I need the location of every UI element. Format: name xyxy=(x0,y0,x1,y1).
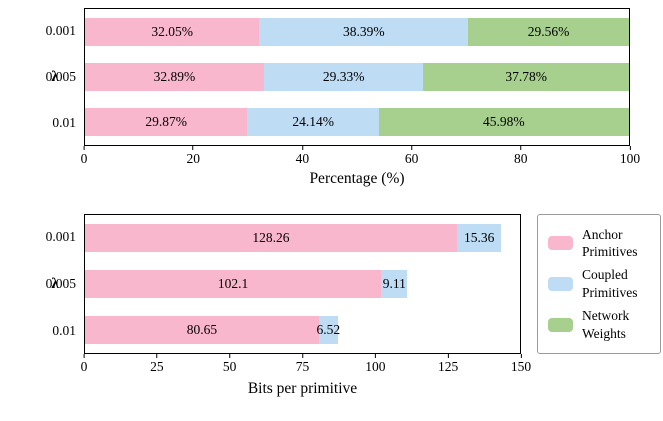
x-tick-label: 125 xyxy=(438,359,459,374)
bar-row: 29.87% 24.14% 45.98% xyxy=(85,108,629,137)
bar-segment: 15.36 xyxy=(456,224,502,252)
x-tick-label: 0 xyxy=(80,359,88,374)
x-tick: 40 xyxy=(295,146,310,167)
plot-area: 128.26 15.36 102.1 9.11 80.65 6.52 xyxy=(84,214,521,354)
x-tick-label: 20 xyxy=(186,151,200,166)
y-axis-label-wrap: λ xyxy=(46,8,64,146)
bar-row: 80.65 6.52 xyxy=(85,316,520,344)
bar-segment: 9.11 xyxy=(381,270,408,298)
y-axis-label-wrap: λ xyxy=(46,214,64,354)
x-tick: 80 xyxy=(514,146,528,167)
bar-segment: 102.1 xyxy=(85,270,382,298)
bar-segment: 29.56% xyxy=(468,17,629,46)
tick-mark xyxy=(302,354,303,358)
x-tick: 125 xyxy=(438,354,458,375)
legend-entries: Anchor Primitives Coupled Primitives Netwo… xyxy=(548,223,650,345)
x-tick: 0 xyxy=(80,354,88,375)
tick-mark xyxy=(229,354,231,358)
bar-segment: 38.39% xyxy=(259,17,469,46)
x-tick: 100 xyxy=(365,354,385,375)
tick-mark xyxy=(83,146,85,150)
bar-row: 128.26 15.36 xyxy=(85,224,520,252)
x-tick-label: 75 xyxy=(295,359,310,374)
x-ticks: 0 25 50 75 100 125 150 xyxy=(80,354,531,378)
legend-label: Network Weights xyxy=(582,308,630,341)
x-tick-label: 150 xyxy=(510,359,532,374)
bar-segment: 6.52 xyxy=(317,316,340,344)
x-tick-label: 50 xyxy=(222,359,237,374)
legend-entry: Coupled Primitives xyxy=(548,266,650,301)
bar-segment: 24.14% xyxy=(247,108,379,137)
tick-mark xyxy=(520,146,522,150)
bar-segment: 37.78% xyxy=(423,62,629,91)
x-tick-label: 0 xyxy=(80,151,88,166)
legend-label: Anchor Primitives xyxy=(582,226,638,260)
y-tick-label: 0.005 xyxy=(45,69,76,84)
x-ticks: 0 20 40 60 80 100 xyxy=(80,146,640,170)
legend-swatch-icon xyxy=(548,317,573,332)
legend: Anchor Primitives Coupled Primitives Netwo… xyxy=(537,214,661,354)
y-tick-label: 0.01 xyxy=(52,115,76,130)
bar-segment: 32.89% xyxy=(85,62,264,91)
legend-entry: Network Weights xyxy=(548,307,650,342)
tick-mark xyxy=(629,146,631,150)
x-tick: 75 xyxy=(295,354,310,375)
legend-label: Coupled Primitives xyxy=(582,267,638,300)
x-tick-label: 80 xyxy=(514,151,528,166)
x-tick: 0 xyxy=(80,146,88,167)
y-tick-label: 0.001 xyxy=(45,23,76,38)
bar-row: 102.1 9.11 xyxy=(85,270,520,298)
tick-mark xyxy=(411,146,413,150)
bar-segment: 128.26 xyxy=(85,224,457,252)
x-tick: 25 xyxy=(150,354,164,375)
bar-segment: 45.98% xyxy=(378,108,629,137)
x-axis-label: Percentage (%) xyxy=(309,170,405,187)
y-axis-label: λ xyxy=(51,68,59,85)
bar-segment: 32.05% xyxy=(85,17,260,46)
y-tick-labels: 0.001 0.005 0.01 xyxy=(0,214,76,354)
x-tick-label: 100 xyxy=(365,359,386,374)
tick-mark xyxy=(192,146,194,150)
tick-mark xyxy=(156,354,158,358)
x-tick: 100 xyxy=(620,146,640,167)
x-tick-label: 25 xyxy=(150,359,164,374)
x-tick: 20 xyxy=(186,146,200,167)
plot-area: 32.05% 38.39% 29.56% 32.89% 29.33% 37.78% 29.8… xyxy=(84,8,630,146)
legend-swatch-icon xyxy=(548,236,573,251)
tick-mark xyxy=(301,146,303,150)
x-tick: 150 xyxy=(511,354,531,375)
x-tick-label: 40 xyxy=(295,151,310,166)
tick-mark xyxy=(83,354,85,358)
bar-segment: 29.87% xyxy=(85,108,248,137)
x-tick-label: 60 xyxy=(404,151,419,166)
y-tick-labels: 0.001 0.005 0.01 xyxy=(0,8,76,146)
x-tick: 60 xyxy=(404,146,419,167)
y-axis-label: λ xyxy=(51,275,59,292)
y-tick-label: 0.01 xyxy=(52,322,76,338)
bar-row: 32.05% 38.39% 29.56% xyxy=(85,17,629,46)
x-tick: 50 xyxy=(222,354,237,375)
x-tick-label: 100 xyxy=(619,151,641,166)
tick-mark xyxy=(520,354,522,358)
legend-entry: Anchor Primitives xyxy=(548,226,650,261)
x-axis-label: Bits per primitive xyxy=(247,380,358,397)
bar-segment: 29.33% xyxy=(263,62,424,91)
legend-swatch-icon xyxy=(548,276,573,291)
bar-row: 32.89% 29.33% 37.78% xyxy=(85,62,629,91)
tick-mark xyxy=(447,354,449,358)
bar-segment: 80.65 xyxy=(85,316,319,344)
y-tick-label: 0.001 xyxy=(45,229,76,245)
tick-mark xyxy=(374,354,376,358)
y-tick-label: 0.005 xyxy=(45,275,76,291)
